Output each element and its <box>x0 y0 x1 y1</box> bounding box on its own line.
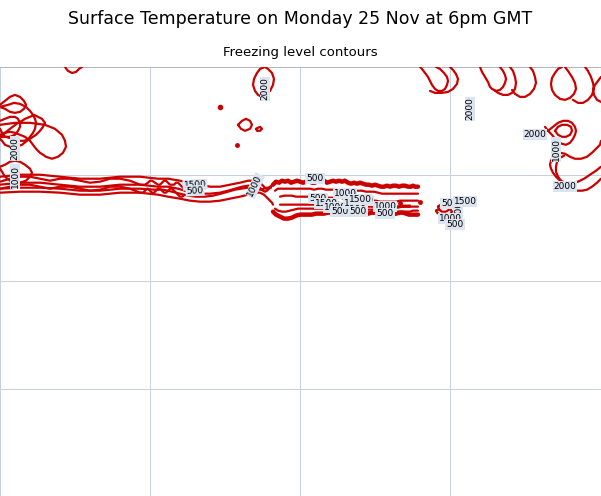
Text: 500: 500 <box>441 199 459 208</box>
Text: 1000: 1000 <box>439 214 462 223</box>
Text: 500: 500 <box>310 194 326 203</box>
Text: 2000: 2000 <box>260 77 269 100</box>
Text: 1000: 1000 <box>334 189 356 198</box>
Text: 500: 500 <box>331 207 349 216</box>
Text: 1000: 1000 <box>552 138 561 161</box>
Text: 1500: 1500 <box>350 196 373 205</box>
Text: 1500: 1500 <box>314 199 338 208</box>
Text: 1000: 1000 <box>373 202 397 211</box>
Text: 2000: 2000 <box>523 130 546 139</box>
Text: 1000: 1000 <box>454 200 463 223</box>
Text: 2000: 2000 <box>10 137 19 160</box>
Text: 500: 500 <box>376 209 394 218</box>
Text: 1500: 1500 <box>349 195 371 204</box>
Text: 500: 500 <box>349 207 367 216</box>
Text: 500: 500 <box>186 186 204 195</box>
Text: 500: 500 <box>307 174 323 183</box>
Text: 1000: 1000 <box>323 203 347 212</box>
Text: Freezing level contours: Freezing level contours <box>223 46 378 59</box>
Text: 1000: 1000 <box>344 199 367 208</box>
Text: 1000: 1000 <box>246 174 264 198</box>
Text: 1500: 1500 <box>183 180 207 190</box>
Text: Surface Temperature on Monday 25 Nov at 6pm GMT: Surface Temperature on Monday 25 Nov at … <box>69 10 532 28</box>
Text: 1500: 1500 <box>454 197 477 206</box>
Text: 1000: 1000 <box>10 165 19 188</box>
Text: 2000: 2000 <box>554 182 576 191</box>
Text: 500: 500 <box>447 220 463 229</box>
Text: 2000: 2000 <box>466 97 475 121</box>
